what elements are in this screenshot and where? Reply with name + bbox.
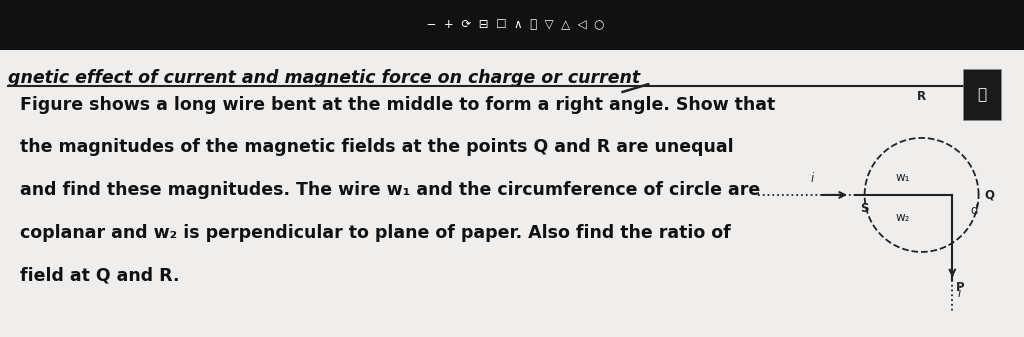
Text: d: d xyxy=(971,204,978,217)
Text: field at Q and R.: field at Q and R. xyxy=(20,267,180,285)
Text: R: R xyxy=(918,90,926,103)
Text: the magnitudes of the magnetic fields at the points Q and R are unequal: the magnitudes of the magnetic fields at… xyxy=(20,137,734,156)
FancyBboxPatch shape xyxy=(0,50,1024,337)
Text: S: S xyxy=(860,202,868,215)
FancyBboxPatch shape xyxy=(963,69,1001,120)
FancyBboxPatch shape xyxy=(0,0,1024,50)
Text: w₁: w₁ xyxy=(896,171,910,184)
Text: and find these magnitudes. The wire w₁ and the circumference of circle are: and find these magnitudes. The wire w₁ a… xyxy=(20,181,761,198)
Text: i: i xyxy=(957,287,961,300)
Text: gnetic effect of current and magnetic force on charge or current: gnetic effect of current and magnetic fo… xyxy=(8,69,640,87)
Text: −  +  ⟳  ⊟  ☐  ∧  ⓘ  ▽  △  ◁  ○: − + ⟳ ⊟ ☐ ∧ ⓘ ▽ △ ◁ ○ xyxy=(419,19,605,31)
Text: i: i xyxy=(810,172,814,185)
Text: Figure shows a long wire bent at the middle to form a right angle. Show that: Figure shows a long wire bent at the mid… xyxy=(20,96,776,114)
Text: w₂: w₂ xyxy=(896,211,910,224)
Text: P: P xyxy=(955,281,964,294)
Text: 人: 人 xyxy=(978,87,986,102)
Text: Q: Q xyxy=(984,188,994,202)
Text: coplanar and w₂ is perpendicular to plane of paper. Also find the ratio of: coplanar and w₂ is perpendicular to plan… xyxy=(20,224,731,242)
